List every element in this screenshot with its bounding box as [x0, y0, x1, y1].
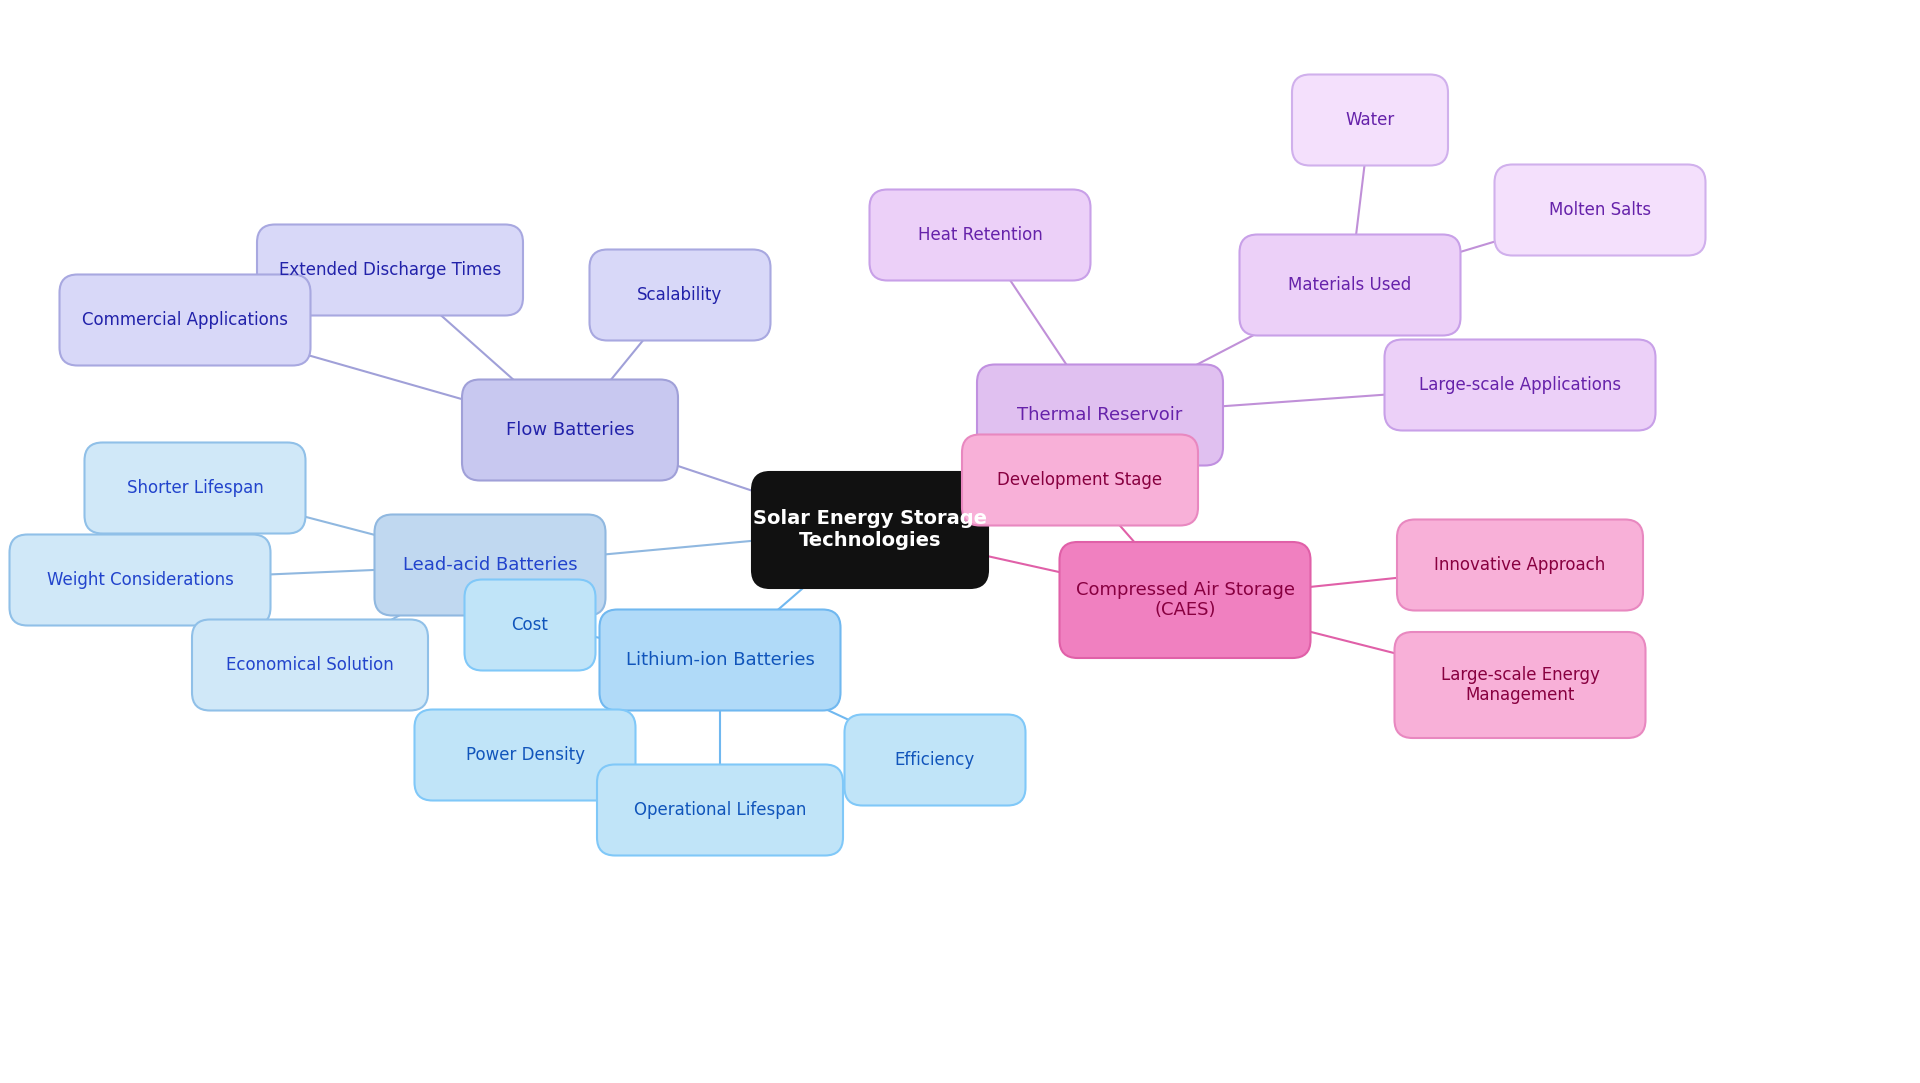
FancyBboxPatch shape	[1394, 632, 1645, 738]
Text: Large-scale Applications: Large-scale Applications	[1419, 376, 1620, 394]
Text: Scalability: Scalability	[637, 286, 722, 304]
Text: Molten Salts: Molten Salts	[1549, 201, 1651, 219]
Text: Lithium-ion Batteries: Lithium-ion Batteries	[626, 651, 814, 669]
Text: Efficiency: Efficiency	[895, 751, 975, 769]
FancyBboxPatch shape	[589, 249, 770, 340]
Text: Thermal Reservoir: Thermal Reservoir	[1018, 406, 1183, 425]
FancyBboxPatch shape	[10, 535, 271, 626]
FancyBboxPatch shape	[1494, 165, 1705, 256]
Text: Weight Considerations: Weight Considerations	[46, 571, 234, 589]
Text: Solar Energy Storage
Technologies: Solar Energy Storage Technologies	[753, 509, 987, 550]
Text: Operational Lifespan: Operational Lifespan	[634, 801, 806, 819]
FancyBboxPatch shape	[753, 472, 989, 588]
FancyBboxPatch shape	[192, 619, 428, 710]
Text: Materials Used: Materials Used	[1288, 276, 1411, 293]
Text: Compressed Air Storage
(CAES): Compressed Air Storage (CAES)	[1075, 580, 1294, 619]
Text: Commercial Applications: Commercial Applications	[83, 311, 288, 329]
FancyBboxPatch shape	[415, 709, 636, 800]
FancyBboxPatch shape	[463, 379, 678, 481]
FancyBboxPatch shape	[962, 434, 1198, 525]
Text: Large-scale Energy
Management: Large-scale Energy Management	[1440, 666, 1599, 704]
Text: Lead-acid Batteries: Lead-acid Batteries	[403, 556, 578, 574]
FancyBboxPatch shape	[1292, 75, 1448, 166]
FancyBboxPatch shape	[465, 579, 595, 670]
Text: Shorter Lifespan: Shorter Lifespan	[127, 479, 263, 497]
FancyBboxPatch shape	[60, 274, 311, 365]
Text: Heat Retention: Heat Retention	[918, 226, 1043, 244]
FancyBboxPatch shape	[977, 365, 1223, 466]
FancyBboxPatch shape	[1398, 520, 1644, 611]
FancyBboxPatch shape	[599, 610, 841, 710]
Text: Economical Solution: Economical Solution	[227, 656, 394, 674]
Text: Water: Water	[1346, 110, 1394, 129]
FancyBboxPatch shape	[1384, 339, 1655, 431]
Text: Extended Discharge Times: Extended Discharge Times	[278, 261, 501, 279]
FancyBboxPatch shape	[597, 765, 843, 856]
Text: Power Density: Power Density	[465, 746, 584, 764]
FancyBboxPatch shape	[870, 190, 1091, 280]
FancyBboxPatch shape	[1240, 235, 1461, 336]
Text: Cost: Cost	[511, 616, 549, 634]
FancyBboxPatch shape	[845, 715, 1025, 806]
FancyBboxPatch shape	[1060, 542, 1311, 658]
FancyBboxPatch shape	[84, 443, 305, 534]
FancyBboxPatch shape	[257, 224, 522, 315]
Text: Development Stage: Development Stage	[996, 471, 1164, 490]
Text: Flow Batteries: Flow Batteries	[505, 421, 634, 439]
Text: Innovative Approach: Innovative Approach	[1434, 556, 1605, 574]
FancyBboxPatch shape	[374, 514, 605, 615]
